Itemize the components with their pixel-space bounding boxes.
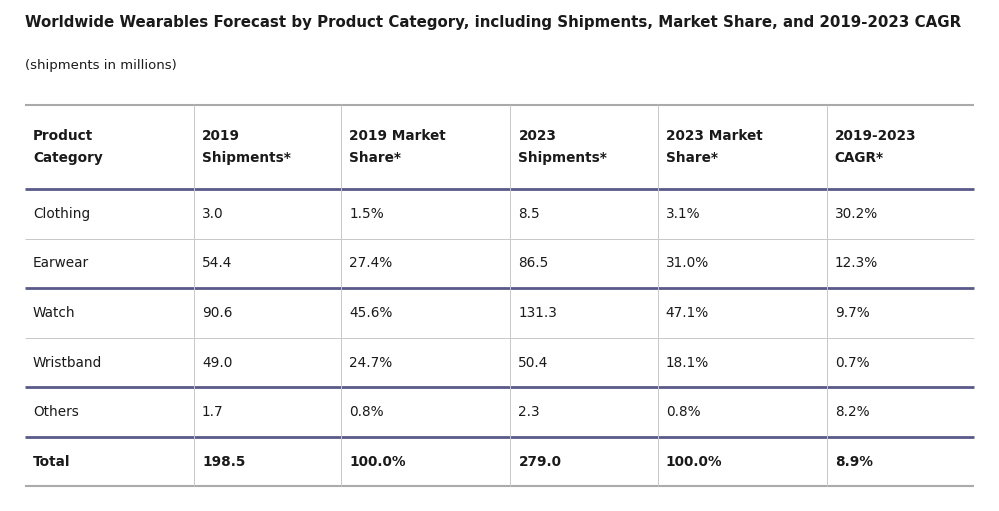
Text: 1.5%: 1.5% [350,207,384,221]
Text: Total: Total [33,455,71,469]
Text: 30.2%: 30.2% [835,207,878,221]
Text: 0.8%: 0.8% [665,405,700,419]
Text: 9.7%: 9.7% [835,306,869,320]
Text: 24.7%: 24.7% [350,356,393,369]
Text: 2023: 2023 [518,129,556,143]
Text: 100.0%: 100.0% [350,455,406,469]
Text: Clothing: Clothing [33,207,90,221]
Text: 1.7: 1.7 [202,405,224,419]
Text: 8.9%: 8.9% [835,455,872,469]
Text: 0.8%: 0.8% [350,405,384,419]
Text: 47.1%: 47.1% [665,306,709,320]
Text: 12.3%: 12.3% [835,257,878,270]
Text: 2.3: 2.3 [518,405,540,419]
Text: Earwear: Earwear [33,257,89,270]
Text: 31.0%: 31.0% [665,257,709,270]
Text: Shipments*: Shipments* [202,151,291,165]
Text: 45.6%: 45.6% [350,306,393,320]
Text: CAGR*: CAGR* [835,151,884,165]
Text: 100.0%: 100.0% [665,455,722,469]
Text: 8.5: 8.5 [518,207,540,221]
Text: 279.0: 279.0 [518,455,561,469]
Text: Wristband: Wristband [33,356,102,369]
Text: Category: Category [33,151,103,165]
Text: 2023 Market: 2023 Market [665,129,762,143]
Text: 50.4: 50.4 [518,356,548,369]
Text: 49.0: 49.0 [202,356,233,369]
Text: Share*: Share* [665,151,717,165]
Text: Product: Product [33,129,93,143]
Text: 0.7%: 0.7% [835,356,869,369]
Text: Worldwide Wearables Forecast by Product Category, including Shipments, Market Sh: Worldwide Wearables Forecast by Product … [25,15,961,30]
Text: 2019-2023: 2019-2023 [835,129,916,143]
Text: Shipments*: Shipments* [518,151,607,165]
Text: 3.1%: 3.1% [665,207,700,221]
Text: 90.6: 90.6 [202,306,233,320]
Text: 27.4%: 27.4% [350,257,393,270]
Text: 8.2%: 8.2% [835,405,869,419]
Text: 2019 Market: 2019 Market [350,129,447,143]
Text: Others: Others [33,405,79,419]
Text: Share*: Share* [350,151,402,165]
Text: (shipments in millions): (shipments in millions) [25,59,177,72]
Text: 198.5: 198.5 [202,455,246,469]
Text: Watch: Watch [33,306,76,320]
Text: 2019: 2019 [202,129,240,143]
Text: 131.3: 131.3 [518,306,557,320]
Text: 86.5: 86.5 [518,257,548,270]
Text: 3.0: 3.0 [202,207,224,221]
Text: 54.4: 54.4 [202,257,233,270]
Text: 18.1%: 18.1% [665,356,709,369]
